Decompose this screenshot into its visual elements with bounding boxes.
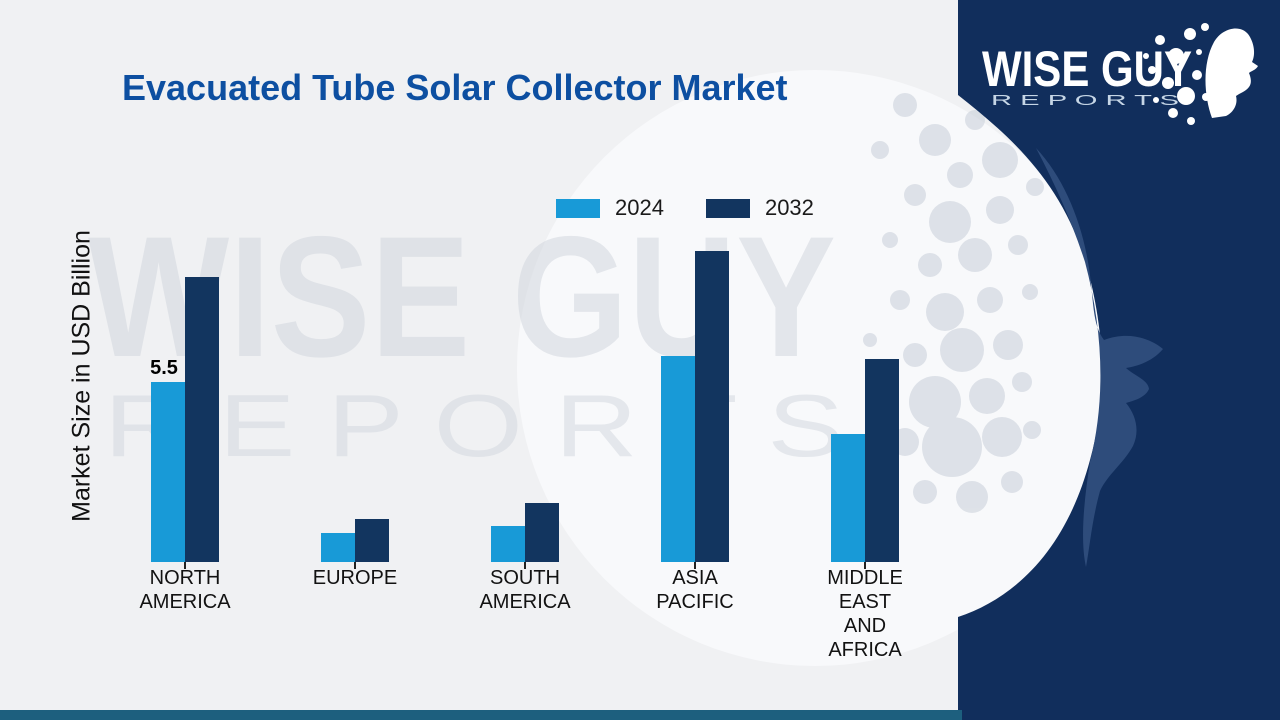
logo-text-reports: R E P O R T S xyxy=(991,92,1179,109)
watermark-dot xyxy=(1001,471,1023,493)
category-label-middle-east-and-africa: MIDDLE EAST AND AFRICA xyxy=(827,567,903,661)
watermark-dot xyxy=(1012,372,1032,392)
y-axis-label: Market Size in USD Billion xyxy=(67,230,96,522)
x-axis-tick xyxy=(354,562,356,569)
watermark-dot xyxy=(913,480,937,504)
logo-face-dots xyxy=(1143,23,1258,125)
value-label-5.5: 5.5 xyxy=(150,357,178,379)
logo-dot xyxy=(1143,53,1149,59)
watermark-dot xyxy=(1023,421,1041,439)
watermark-dot xyxy=(1008,235,1028,255)
chart-legend: 2024 2032 xyxy=(556,195,814,221)
watermark-dot xyxy=(982,142,1018,178)
watermark-dot xyxy=(1022,284,1038,300)
watermark-dot xyxy=(986,196,1014,224)
legend-label-2032: 2032 xyxy=(764,195,814,220)
watermark-dot xyxy=(863,333,877,347)
bar-2024-north-america xyxy=(151,382,185,562)
logo-text-wiseguy: WISE GUY xyxy=(982,41,1192,97)
x-axis-tick xyxy=(524,562,526,569)
x-axis-tick xyxy=(864,562,866,569)
bar-2024-south-america xyxy=(491,526,525,562)
watermark-dot xyxy=(909,376,961,428)
logo-dot xyxy=(1148,66,1156,74)
watermark-dot xyxy=(903,343,927,367)
bar-2024-europe xyxy=(321,532,355,562)
logo-dot xyxy=(1192,70,1202,80)
watermark-dot xyxy=(918,253,942,277)
bar-2032-asia-pacific xyxy=(695,251,729,562)
category-label-south-america: SOUTH AMERICA xyxy=(479,567,571,613)
bar-2032-south-america xyxy=(525,503,559,562)
logo-dot xyxy=(1201,23,1209,31)
bottom-accent-bar xyxy=(0,710,962,720)
watermark-dot xyxy=(890,290,910,310)
logo-dot xyxy=(1162,77,1174,89)
watermark-dot xyxy=(993,330,1023,360)
legend-item-2024: 2024 xyxy=(556,195,664,221)
bar-2032-middle-east-and-africa xyxy=(865,359,899,562)
bar-2032-europe xyxy=(355,519,389,562)
watermark-dot xyxy=(940,328,984,372)
watermark-dot xyxy=(882,232,898,248)
logo-dot xyxy=(1168,108,1178,118)
watermark-dot xyxy=(893,93,917,117)
category-label-asia-pacific: ASIA PACIFIC xyxy=(656,567,734,613)
category-label-europe: EUROPE xyxy=(312,567,398,589)
bar-2024-asia-pacific xyxy=(661,355,695,562)
x-axis-tick xyxy=(184,562,186,569)
watermark-dot xyxy=(1026,178,1044,196)
watermark-dot xyxy=(958,238,992,272)
watermark-dot xyxy=(919,124,951,156)
logo-dot xyxy=(1202,93,1210,101)
watermark-dot xyxy=(926,293,964,331)
watermark-dot xyxy=(956,481,988,513)
logo-dot xyxy=(1187,117,1195,125)
watermark-dot xyxy=(977,287,1003,313)
logo-dot xyxy=(1155,35,1165,45)
logo-dot xyxy=(1168,48,1184,64)
legend-swatch-2024 xyxy=(556,198,600,218)
page-title: Evacuated Tube Solar Collector Market xyxy=(122,67,788,109)
bar-2024-middle-east-and-africa xyxy=(831,434,865,562)
watermark-dot xyxy=(965,110,985,130)
watermark-dots-pattern xyxy=(863,87,1047,513)
watermark-dot xyxy=(904,184,926,206)
logo-face-profile xyxy=(1205,28,1258,118)
watermark-dot xyxy=(929,201,971,243)
watermark-dot xyxy=(947,162,973,188)
logo-dot xyxy=(1184,28,1196,40)
logo-dot xyxy=(1196,49,1202,55)
watermark-dot xyxy=(871,141,889,159)
face-profile-silhouette xyxy=(1036,148,1163,567)
x-axis-tick xyxy=(694,562,696,569)
watermark-dot xyxy=(969,378,1005,414)
legend-label-2024: 2024 xyxy=(615,195,664,220)
bar-2032-north-america xyxy=(185,277,219,562)
logo-dot xyxy=(1153,97,1159,103)
logo-dot xyxy=(1177,87,1195,105)
watermark-dot xyxy=(922,417,982,477)
watermark-dot xyxy=(982,417,1022,457)
category-label-north-america: NORTH AMERICA xyxy=(139,567,231,613)
legend-item-2032: 2032 xyxy=(705,195,814,221)
legend-swatch-2032 xyxy=(705,198,750,218)
